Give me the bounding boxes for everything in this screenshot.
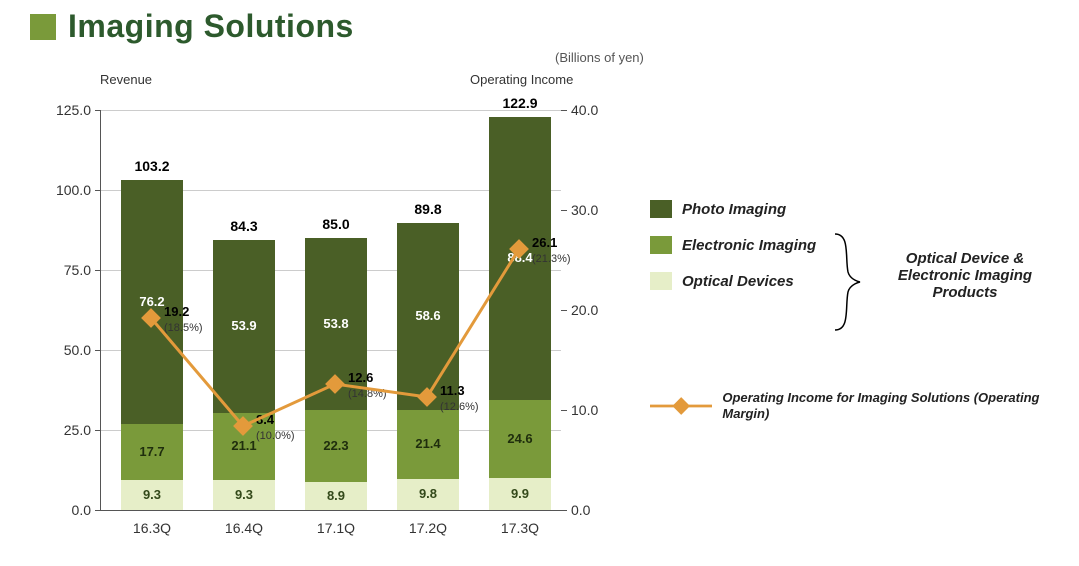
legend-label: Electronic Imaging — [682, 237, 816, 254]
bar-group: 9.8 21.4 58.6 89.8 — [397, 110, 459, 510]
legend-swatch — [650, 200, 672, 218]
tickmark-right — [561, 510, 567, 511]
ytick-left: 125.0 — [31, 102, 91, 118]
legend-swatch — [650, 236, 672, 254]
bar-value-label: 24.6 — [489, 431, 551, 446]
operating-annot: 26.1(21.3%) — [532, 235, 571, 265]
page-title: Imaging Solutions — [68, 8, 354, 45]
ytick-left: 100.0 — [31, 182, 91, 198]
bar-value-label: 9.8 — [397, 486, 459, 501]
unit-label: (Billions of yen) — [555, 50, 644, 65]
bar-value-label: 9.3 — [121, 487, 183, 502]
operating-annot: 11.3(12.6%) — [440, 383, 479, 413]
right-axis-title: Operating Income — [470, 72, 573, 87]
bar-group: 9.924.688.4122.9 — [489, 110, 551, 510]
ytick-left: 50.0 — [31, 342, 91, 358]
ytick-left: 25.0 — [31, 422, 91, 438]
bar-value-label: 9.9 — [489, 486, 551, 501]
bar-total-label: 84.3 — [213, 218, 275, 234]
bar-value-label: 21.4 — [397, 436, 459, 451]
tickmark-right — [561, 310, 567, 311]
operating-annot: 19.2(18.5%) — [164, 304, 203, 334]
bar-value-label: 8.9 — [305, 488, 367, 503]
tickmark-left — [95, 510, 101, 511]
xtick-label: 17.1Q — [296, 520, 376, 536]
left-axis-title: Revenue — [100, 72, 152, 87]
ytick-right: 0.0 — [571, 502, 621, 518]
tickmark-left — [95, 430, 101, 431]
bar-value-label: 53.8 — [305, 316, 367, 331]
bar-total-label: 103.2 — [121, 158, 183, 174]
bar-value-label: 58.6 — [397, 308, 459, 323]
bar-value-label: 17.7 — [121, 444, 183, 459]
tickmark-left — [95, 190, 101, 191]
bar-group: 9.321.153.984.3 — [213, 110, 275, 510]
legend-label: Optical Devices — [682, 273, 794, 290]
xtick-label: 16.3Q — [112, 520, 192, 536]
ytick-right: 30.0 — [571, 202, 621, 218]
tickmark-left — [95, 350, 101, 351]
xtick-label: 16.4Q — [204, 520, 284, 536]
tickmark-right — [561, 410, 567, 411]
bar-value-label: 53.9 — [213, 318, 275, 333]
legend-row-photo: Photo Imaging — [650, 200, 1050, 218]
legend-line-row: Operating Income for Imaging Solutions (… — [650, 390, 1050, 421]
legend-group-label: Optical Device & Electronic Imaging Prod… — [880, 250, 1050, 301]
bar-value-label: 9.3 — [213, 487, 275, 502]
ytick-right: 10.0 — [571, 402, 621, 418]
legend-line-icon — [650, 396, 712, 416]
legend: Photo Imaging Electronic Imaging Optical D… — [650, 200, 1050, 308]
legend-line-label: Operating Income for Imaging Solutions (… — [722, 390, 1050, 421]
bar-group: 8.9 22.3 53.8 85.0 — [305, 110, 367, 510]
page-title-row: Imaging Solutions — [30, 8, 354, 45]
legend-label: Photo Imaging — [682, 201, 786, 218]
tickmark-left — [95, 110, 101, 111]
tickmark-right — [561, 210, 567, 211]
legend-swatch — [650, 272, 672, 290]
chart-area: 0.025.050.075.0100.0125.00.010.020.030.0… — [100, 110, 560, 510]
xtick-label: 17.2Q — [388, 520, 468, 536]
tickmark-right — [561, 110, 567, 111]
tickmark-left — [95, 270, 101, 271]
title-square-icon — [30, 14, 56, 40]
plot-area: 0.025.050.075.0100.0125.00.010.020.030.0… — [100, 110, 561, 511]
bar-total-label: 89.8 — [397, 201, 459, 217]
brace-icon — [830, 232, 870, 332]
xtick-label: 17.3Q — [480, 520, 560, 536]
operating-annot: 12.6(14.8%) — [348, 370, 387, 400]
operating-annot: 8.4(10.0%) — [256, 412, 295, 442]
ytick-right: 40.0 — [571, 102, 621, 118]
ytick-right: 20.0 — [571, 302, 621, 318]
page: Imaging Solutions (Billions of yen) Reve… — [0, 0, 1079, 566]
ytick-left: 75.0 — [31, 262, 91, 278]
ytick-left: 0.0 — [31, 502, 91, 518]
bar-total-label: 122.9 — [489, 95, 551, 111]
bar-value-label: 22.3 — [305, 438, 367, 453]
bar-total-label: 85.0 — [305, 216, 367, 232]
